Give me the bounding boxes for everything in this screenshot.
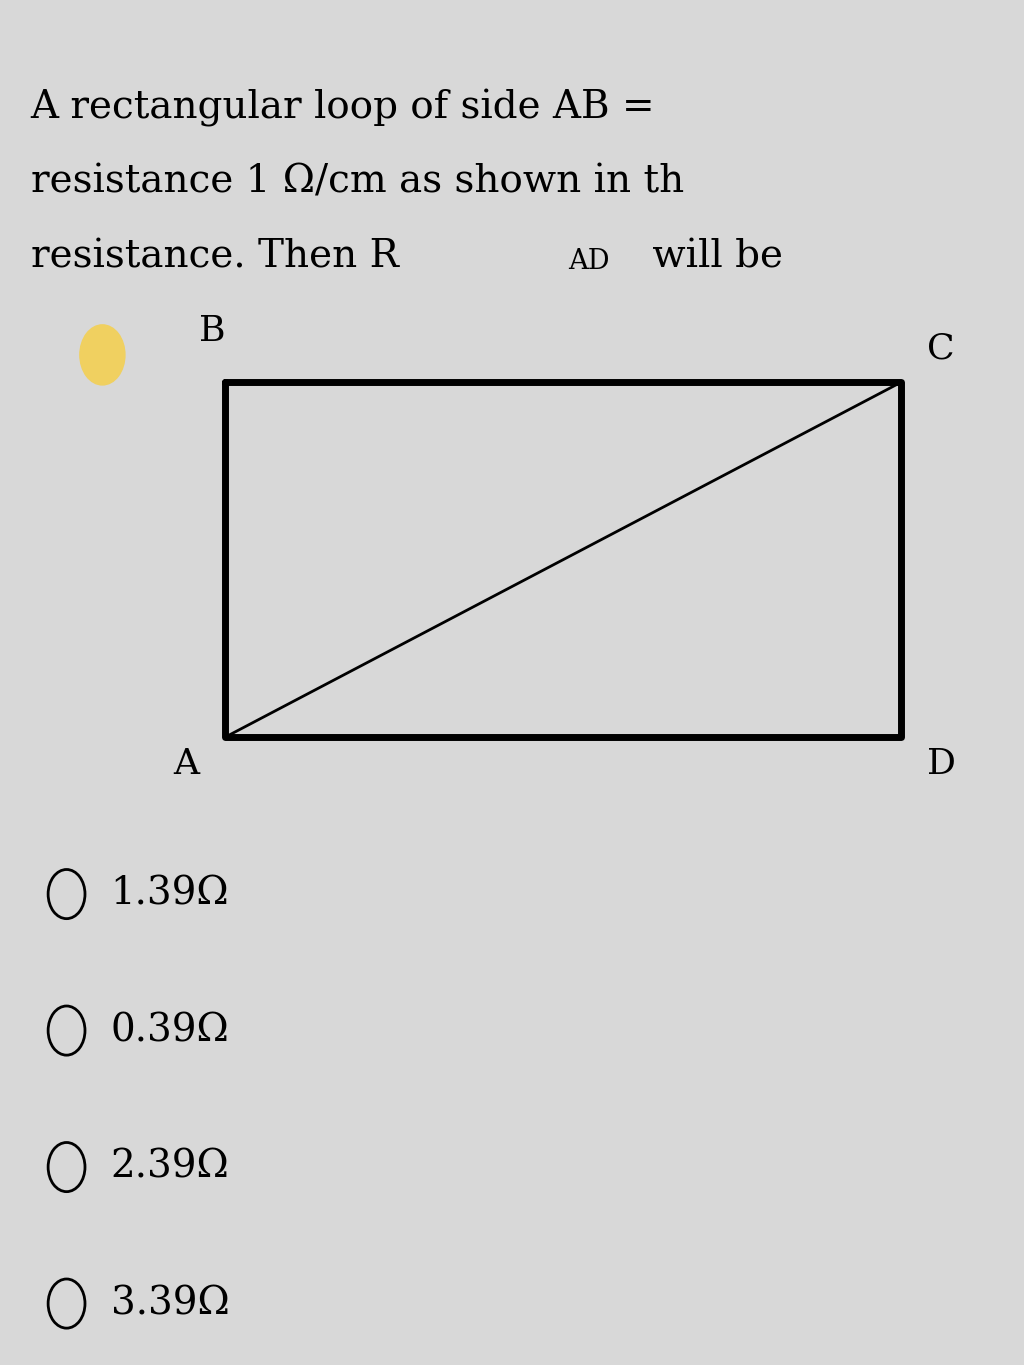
Text: C: C [927,332,954,366]
Text: B: B [199,314,226,348]
Text: 0.39Ω: 0.39Ω [111,1011,229,1050]
Text: 2.39Ω: 2.39Ω [111,1148,229,1186]
Text: A rectangular loop of side AB =: A rectangular loop of side AB = [31,89,655,127]
Text: 1.39Ω: 1.39Ω [111,875,229,913]
Text: resistance 1 Ω/cm as shown in th: resistance 1 Ω/cm as shown in th [31,164,684,201]
Text: 3.39Ω: 3.39Ω [111,1284,229,1323]
Text: A: A [174,748,200,781]
Text: AD: AD [568,248,610,276]
Text: D: D [927,748,955,781]
Text: will be: will be [640,239,783,276]
Circle shape [80,325,125,385]
Text: resistance. Then R: resistance. Then R [31,239,398,276]
